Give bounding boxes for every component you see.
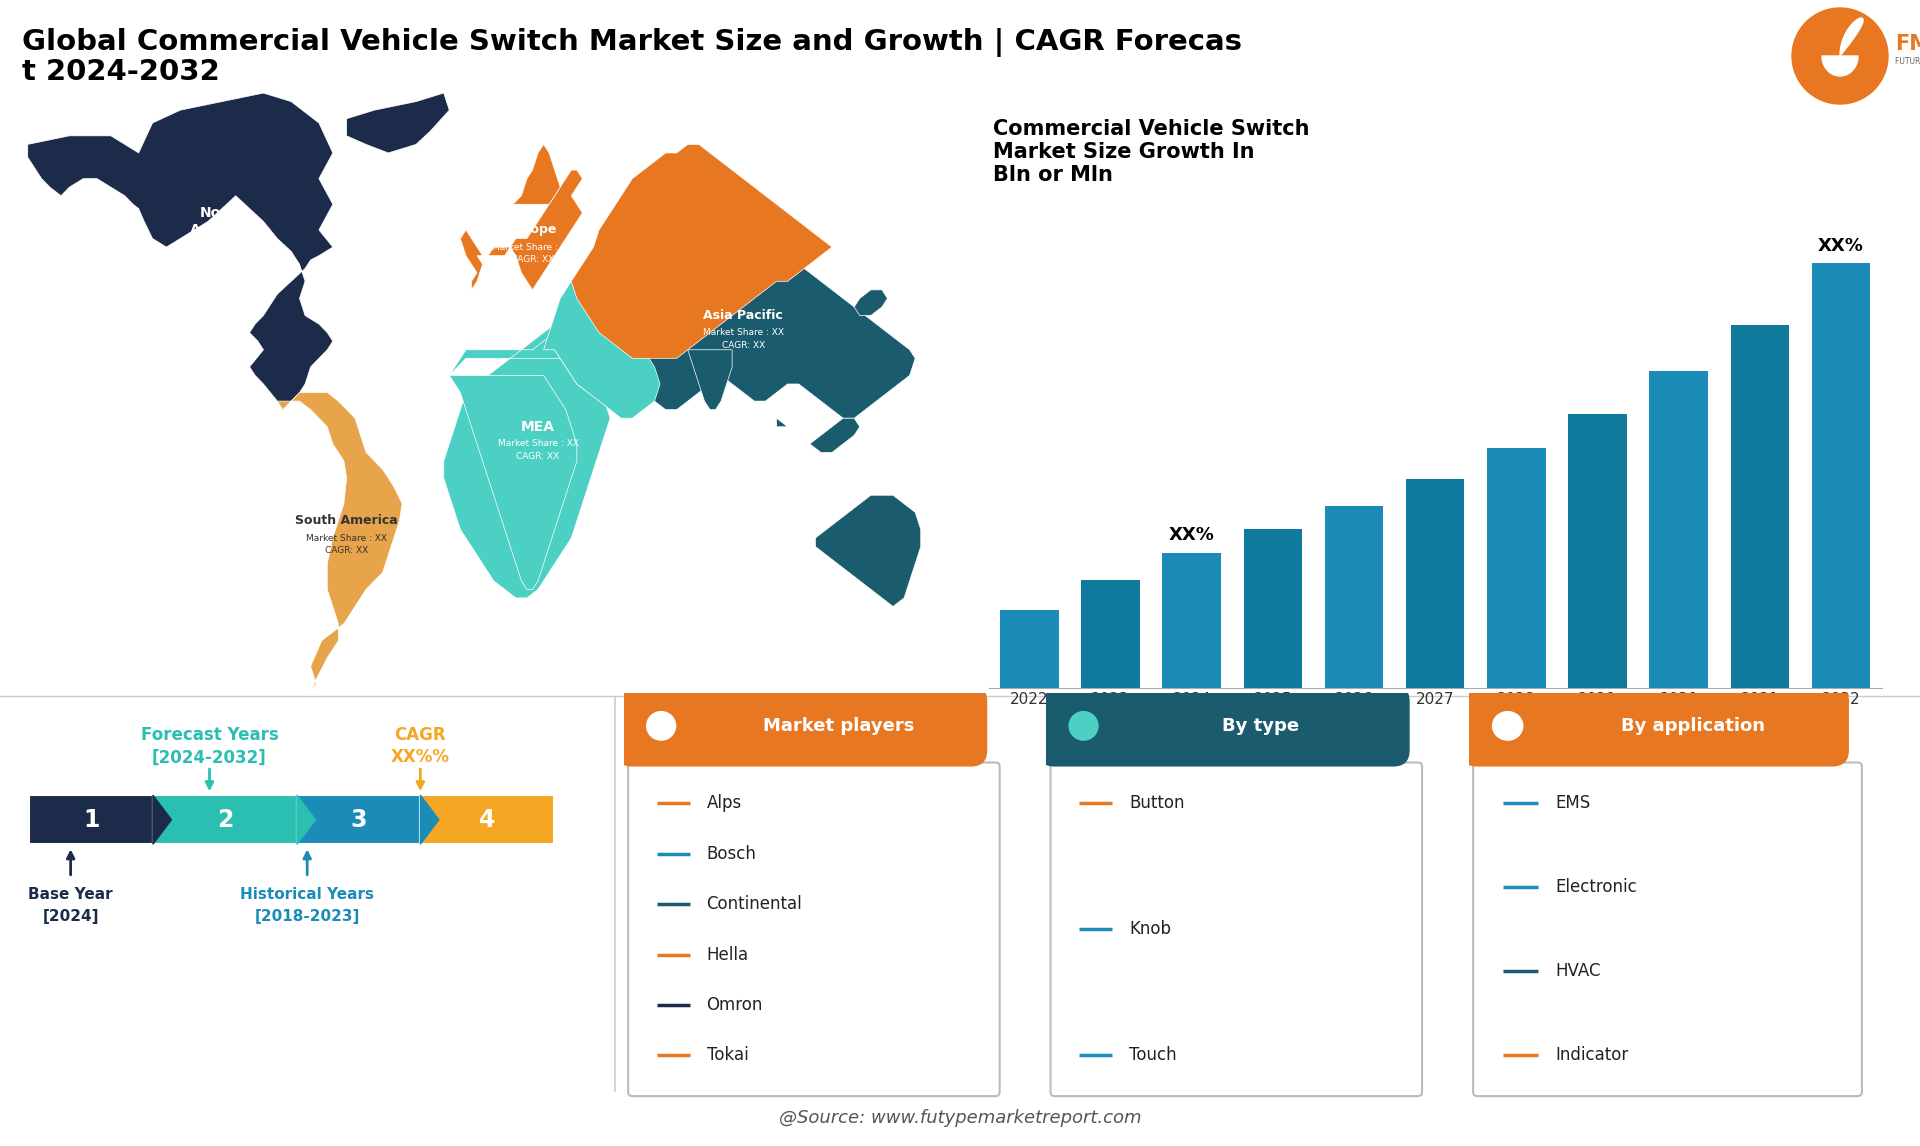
Text: MEA: MEA <box>520 419 555 434</box>
Polygon shape <box>816 495 922 606</box>
FancyBboxPatch shape <box>29 795 154 845</box>
Text: Market Share : XX: Market Share : XX <box>492 243 572 252</box>
Text: Market players: Market players <box>762 717 914 735</box>
Text: EMS: EMS <box>1555 794 1590 813</box>
Text: FUTURE MARKET REPORT: FUTURE MARKET REPORT <box>1895 56 1920 65</box>
Text: @Source: www.futурemarketreport.com: @Source: www.futурemarketreport.com <box>780 1109 1140 1127</box>
Bar <box>1649 371 1709 688</box>
Polygon shape <box>1839 18 1862 56</box>
Polygon shape <box>854 290 887 315</box>
Text: Market Share : XX: Market Share : XX <box>179 251 265 260</box>
Text: Base Year: Base Year <box>29 887 113 902</box>
FancyBboxPatch shape <box>1459 685 1849 767</box>
Text: [2018-2023]: [2018-2023] <box>255 909 359 924</box>
Polygon shape <box>348 93 449 152</box>
Text: CAGR: XX: CAGR: XX <box>516 453 559 461</box>
Circle shape <box>1492 712 1523 740</box>
Text: CAGR: CAGR <box>394 727 445 744</box>
Text: Tokai: Tokai <box>707 1046 749 1065</box>
Text: XX%: XX% <box>1818 237 1864 254</box>
Polygon shape <box>513 144 561 204</box>
Polygon shape <box>154 795 171 845</box>
Bar <box>1162 552 1221 688</box>
Text: XX%: XX% <box>1169 526 1215 544</box>
FancyBboxPatch shape <box>1473 762 1862 1096</box>
Text: 1: 1 <box>83 808 100 832</box>
Text: By application: By application <box>1620 717 1766 735</box>
Text: Market Share : XX: Market Share : XX <box>703 328 783 337</box>
Text: By type: By type <box>1223 717 1300 735</box>
Polygon shape <box>687 350 732 409</box>
Polygon shape <box>549 204 916 418</box>
Text: Knob: Knob <box>1129 920 1171 939</box>
Text: Asia Pacific: Asia Pacific <box>703 309 783 322</box>
Text: Forecast Years: Forecast Years <box>140 727 278 744</box>
Text: Alps: Alps <box>707 794 741 813</box>
Text: CAGR: XX: CAGR: XX <box>722 342 764 350</box>
FancyBboxPatch shape <box>298 795 420 845</box>
Polygon shape <box>298 795 315 845</box>
FancyBboxPatch shape <box>1050 762 1423 1096</box>
Polygon shape <box>444 281 666 598</box>
Text: Market Share : XX: Market Share : XX <box>497 439 578 448</box>
Text: XX%%: XX%% <box>392 748 449 767</box>
Polygon shape <box>276 393 401 692</box>
Text: Touch: Touch <box>1129 1046 1177 1065</box>
Bar <box>1244 529 1302 688</box>
Text: CAGR: XX: CAGR: XX <box>324 547 369 556</box>
Text: FMR: FMR <box>1895 34 1920 54</box>
Bar <box>1730 325 1789 688</box>
Text: CAGR: XX: CAGR: XX <box>511 256 555 265</box>
Polygon shape <box>420 795 440 845</box>
Polygon shape <box>27 93 332 409</box>
Text: Omron: Omron <box>707 996 762 1014</box>
Bar <box>1488 448 1546 688</box>
Text: CAGR: XX: CAGR: XX <box>198 268 246 277</box>
Text: [2024-2032]: [2024-2032] <box>152 748 267 767</box>
Text: [2024]: [2024] <box>42 909 98 924</box>
Polygon shape <box>461 170 582 290</box>
Text: North
America: North America <box>190 206 253 236</box>
Bar <box>1000 611 1058 688</box>
Text: Bosch: Bosch <box>707 845 756 863</box>
Polygon shape <box>449 376 576 589</box>
Text: Button: Button <box>1129 794 1185 813</box>
Polygon shape <box>776 418 860 453</box>
Bar <box>1405 479 1465 688</box>
Polygon shape <box>543 281 660 418</box>
Circle shape <box>1069 712 1098 740</box>
Text: Hella: Hella <box>707 945 749 964</box>
Text: Market Share : XX: Market Share : XX <box>305 534 388 542</box>
Circle shape <box>647 712 676 740</box>
Text: Historical Years: Historical Years <box>240 887 374 902</box>
FancyBboxPatch shape <box>616 685 987 767</box>
Polygon shape <box>572 144 831 359</box>
Circle shape <box>1791 8 1887 104</box>
Polygon shape <box>1822 56 1859 76</box>
Text: Global Commercial Vehicle Switch Market Size and Growth | CAGR Forecas: Global Commercial Vehicle Switch Market … <box>21 28 1242 57</box>
Text: Indicator: Indicator <box>1555 1046 1628 1065</box>
FancyBboxPatch shape <box>628 762 1000 1096</box>
Text: South America: South America <box>296 515 397 527</box>
FancyBboxPatch shape <box>1039 685 1409 767</box>
Text: Commercial Vehicle Switch
Market Size Growth In
Bln or Mln: Commercial Vehicle Switch Market Size Gr… <box>993 119 1309 186</box>
Text: 2: 2 <box>217 808 232 832</box>
Bar <box>1812 264 1870 688</box>
Text: HVAC: HVAC <box>1555 963 1601 980</box>
FancyBboxPatch shape <box>420 795 555 845</box>
Bar <box>1569 414 1626 688</box>
Text: t 2024-2032: t 2024-2032 <box>21 58 219 86</box>
Text: Electronic: Electronic <box>1555 878 1638 896</box>
Bar <box>1325 507 1382 688</box>
Text: Europe: Europe <box>507 223 557 236</box>
Text: 4: 4 <box>478 808 495 832</box>
Bar <box>1081 580 1140 688</box>
Text: 3: 3 <box>349 808 367 832</box>
Text: Continental: Continental <box>707 895 803 913</box>
FancyBboxPatch shape <box>154 795 298 845</box>
